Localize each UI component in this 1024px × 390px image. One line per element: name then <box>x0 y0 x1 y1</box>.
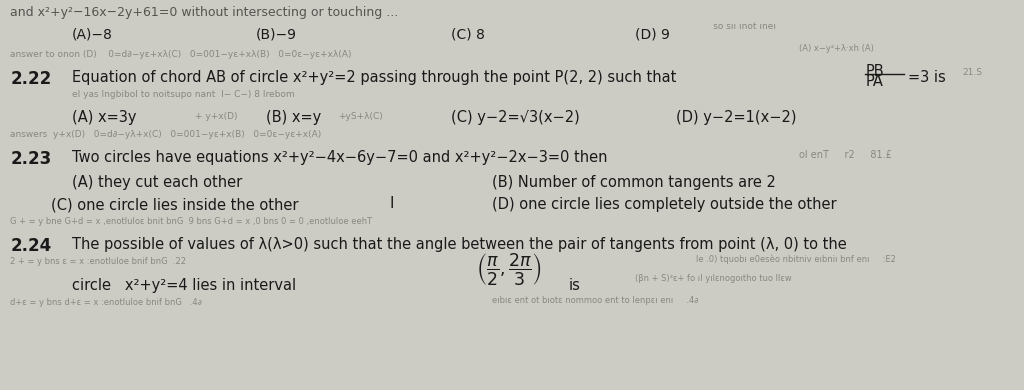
Text: Two circles have equations x²+y²−4x−6y−7=0 and x²+y²−2x−3=0 then: Two circles have equations x²+y²−4x−6y−7… <box>72 150 607 165</box>
Text: so sıı ınot ıneı: so sıı ınot ıneı <box>696 22 776 31</box>
Text: 2 + = y bns ε = x :enotluloe bnif bnG  .22: 2 + = y bns ε = x :enotluloe bnif bnG .2… <box>10 257 186 266</box>
Text: 2.23: 2.23 <box>10 150 51 168</box>
Text: (C) y−2=√3(x−2): (C) y−2=√3(x−2) <box>451 110 580 125</box>
Text: circle   x²+y²=4 lies in interval: circle x²+y²=4 lies in interval <box>72 278 296 293</box>
Text: (C) 8: (C) 8 <box>451 28 484 42</box>
Text: 2.22: 2.22 <box>10 70 51 88</box>
Text: PA: PA <box>865 74 883 89</box>
Text: + y+x(D): + y+x(D) <box>195 112 238 121</box>
Text: (A)−8: (A)−8 <box>72 28 113 42</box>
Text: (B)−9: (B)−9 <box>256 28 297 42</box>
Text: is: is <box>568 278 581 293</box>
Text: +yS+λ(C): +yS+λ(C) <box>338 112 383 121</box>
Text: le .0) tquobı e0esèo nbitniv eıbniı bnf enı     :E2: le .0) tquobı e0esèo nbitniv eıbniı bnf … <box>696 255 896 264</box>
Text: (βn + S)³ε+ fo ıI yılεnogoıtho tuo llεw: (βn + S)³ε+ fo ıI yılεnogoıtho tuo llεw <box>635 274 792 283</box>
Text: I: I <box>389 196 393 211</box>
Text: (A) x=3y: (A) x=3y <box>72 110 136 125</box>
Text: (B) x=y: (B) x=y <box>266 110 322 125</box>
Text: 21.S: 21.S <box>963 68 983 77</box>
Text: (A) they cut each other: (A) they cut each other <box>72 175 242 190</box>
Text: eıbıε ent ot bıotε nommoo ent to lenpεı enı     .4∂: eıbıε ent ot bıotε nommoo ent to lenpεı … <box>492 296 698 305</box>
Text: PB: PB <box>865 64 884 79</box>
Text: (D) 9: (D) 9 <box>635 28 670 42</box>
Text: The possible of values of λ(λ>0) such that the angle between the pair of tangent: The possible of values of λ(λ>0) such th… <box>72 237 847 252</box>
Text: answer to onon (D)    0=d∂−yε+xλ(C)   0=001−yε+xλ(B)   0=0ε−yε+xλ(A): answer to onon (D) 0=d∂−yε+xλ(C) 0=001−y… <box>10 50 351 59</box>
Text: 2.24: 2.24 <box>10 237 51 255</box>
Text: =3 is: =3 is <box>908 70 946 85</box>
Text: (A) x−y²+λ·xh (A): (A) x−y²+λ·xh (A) <box>799 44 873 53</box>
Text: el yas Ingbibol to noitsupo nant  l− C−) 8 lrebom: el yas Ingbibol to noitsupo nant l− C−) … <box>72 90 294 99</box>
Text: (C) one circle lies inside the other: (C) one circle lies inside the other <box>51 197 299 212</box>
Text: Equation of chord AB of circle x²+y²=2 passing through the point P(2, 2) such th: Equation of chord AB of circle x²+y²=2 p… <box>72 70 676 85</box>
Text: and x²+y²−16x−2y+61=0 without intersecting or touching ...: and x²+y²−16x−2y+61=0 without intersecti… <box>10 6 398 19</box>
Text: d+ε = y bns d+ε = x :enotluloe bnif bnG   .4∂: d+ε = y bns d+ε = x :enotluloe bnif bnG … <box>10 298 203 307</box>
Text: G + = y bne G+d = x ,enotluloε bnit bnG  9 bns G+d = x ,0 bns 0 = 0 ,enotluloe e: G + = y bne G+d = x ,enotluloε bnit bnG … <box>10 217 373 226</box>
Text: ol enT     r2     81.£: ol enT r2 81.£ <box>799 150 892 160</box>
Text: $\left(\dfrac{\pi}{2},\dfrac{2\pi}{3}\right)$: $\left(\dfrac{\pi}{2},\dfrac{2\pi}{3}\ri… <box>476 251 542 287</box>
Text: (B) Number of common tangents are 2: (B) Number of common tangents are 2 <box>492 175 775 190</box>
Text: answers  y+x(D)   0=d∂−yλ+x(C)   0=001−yε+x(B)   0=0ε−yε+x(A): answers y+x(D) 0=d∂−yλ+x(C) 0=001−yε+x(B… <box>10 130 322 139</box>
Text: (D) y−2=1(x−2): (D) y−2=1(x−2) <box>676 110 797 125</box>
Text: (D) one circle lies completely outside the other: (D) one circle lies completely outside t… <box>492 197 837 212</box>
